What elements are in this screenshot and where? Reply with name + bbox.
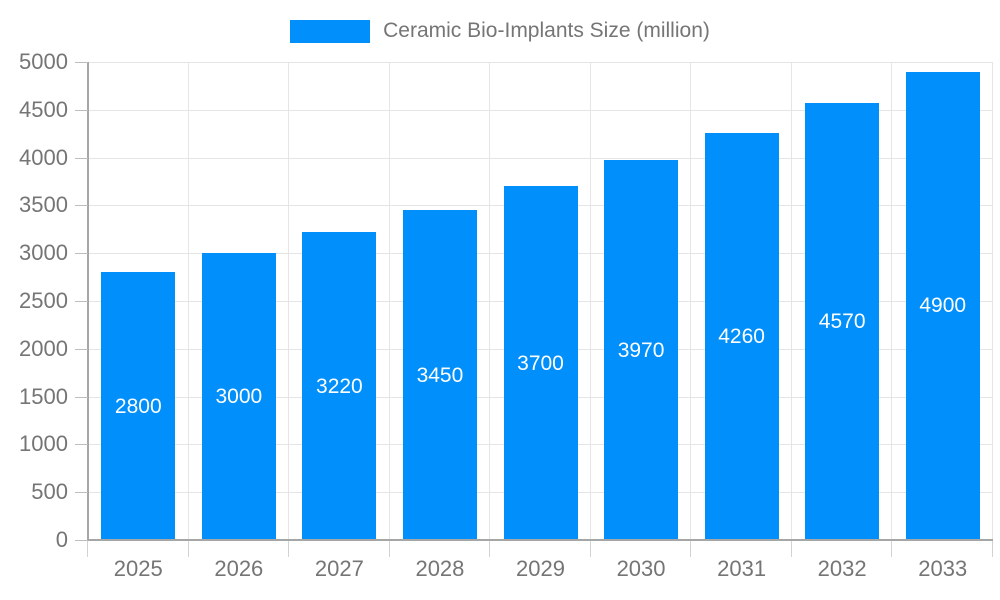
gridline-horizontal: [88, 109, 993, 111]
bar-2026[interactable]: 3000: [201, 253, 276, 540]
y-tick-mark: [75, 492, 88, 494]
x-tick-mark: [690, 541, 692, 557]
bar-value-label: 3450: [416, 363, 464, 387]
legend-label: Ceramic Bio-Implants Size (million): [383, 19, 710, 42]
gridline-vertical: [790, 62, 792, 540]
gridline-vertical: [288, 62, 290, 540]
y-tick-label: 4500: [19, 96, 68, 122]
y-tick-mark: [75, 109, 88, 111]
y-tick-mark: [75, 205, 88, 207]
y-tick-label: 2000: [19, 335, 68, 361]
y-tick-label: 1000: [19, 431, 68, 457]
gridline-vertical: [489, 62, 491, 540]
y-tick-label: 4000: [19, 144, 68, 170]
x-tick-mark: [489, 541, 491, 557]
x-tick-mark: [589, 541, 591, 557]
bar-value-label: 4260: [718, 324, 765, 348]
y-tick-mark: [75, 301, 88, 302]
bar-value-label: 3700: [517, 351, 564, 375]
gridline-vertical: [388, 62, 390, 540]
y-tick-mark: [75, 540, 88, 541]
bar-2030[interactable]: 3970: [604, 160, 679, 540]
gridline-vertical: [690, 62, 692, 540]
legend-swatch-icon: [290, 19, 371, 43]
x-tick-label-2031: 2031: [717, 556, 767, 581]
bar-2028[interactable]: 3450: [402, 210, 477, 540]
y-tick-mark: [75, 62, 88, 63]
gridline-horizontal: [88, 157, 993, 159]
x-tick-mark: [388, 541, 390, 557]
bar-2029[interactable]: 3700: [503, 186, 578, 540]
x-tick-mark: [891, 541, 893, 557]
gridline-vertical: [891, 62, 893, 540]
x-tick-label-2027: 2027: [314, 556, 364, 581]
bar-2027[interactable]: 3220: [302, 232, 377, 540]
y-tick-label: 1500: [19, 383, 68, 409]
y-tick-mark: [75, 396, 88, 398]
bar-value-label: 2800: [114, 394, 162, 418]
x-tick-label-2028: 2028: [415, 556, 465, 581]
x-tick-label-2030: 2030: [616, 556, 666, 581]
y-tick-mark: [75, 348, 88, 350]
bar-value-label: 4570: [818, 310, 866, 334]
x-tick-label-2026: 2026: [214, 556, 264, 581]
y-tick-label: 2500: [19, 288, 68, 313]
x-tick-mark: [992, 541, 993, 557]
bar-2032[interactable]: 4570: [805, 103, 880, 540]
bar-value-label: 3970: [617, 338, 665, 362]
x-axis-line: [87, 539, 993, 541]
x-tick-mark: [790, 541, 792, 557]
x-tick-label-2025: 2025: [113, 556, 163, 581]
x-tick-label-2032: 2032: [817, 556, 867, 581]
legend-item[interactable]: Ceramic Bio-Implants Size (million): [0, 17, 1000, 45]
bar-2025[interactable]: 2800: [101, 272, 176, 540]
gridline-vertical: [992, 62, 993, 540]
y-tick-label: 5000: [19, 49, 68, 74]
y-tick-label: 3000: [19, 240, 68, 266]
bar-2031[interactable]: 4260: [704, 132, 779, 540]
gridline-horizontal: [88, 62, 993, 63]
bar-value-label: 3000: [215, 385, 263, 409]
x-tick-mark: [187, 541, 189, 557]
y-tick-label: 500: [31, 479, 68, 505]
y-axis-line: [87, 62, 89, 540]
y-tick-mark: [75, 253, 88, 255]
y-tick-mark: [75, 157, 88, 159]
gridline-vertical: [589, 62, 591, 540]
gridline-vertical: [187, 62, 189, 540]
bar-value-label: 4900: [919, 294, 967, 318]
x-tick-mark: [87, 541, 88, 557]
bar-value-label: 3220: [316, 374, 363, 398]
bar-2033[interactable]: 4900: [905, 71, 980, 540]
y-tick-mark: [75, 444, 88, 446]
y-tick-label: 0: [55, 527, 68, 552]
x-tick-label-2029: 2029: [516, 556, 565, 581]
plot-area: 2800 3000 3220 3450 3700 3970 4260 4570 4900: [87, 62, 993, 541]
y-tick-label: 3500: [19, 192, 68, 218]
x-tick-mark: [288, 541, 290, 557]
x-tick-label-2033: 2033: [918, 556, 968, 581]
